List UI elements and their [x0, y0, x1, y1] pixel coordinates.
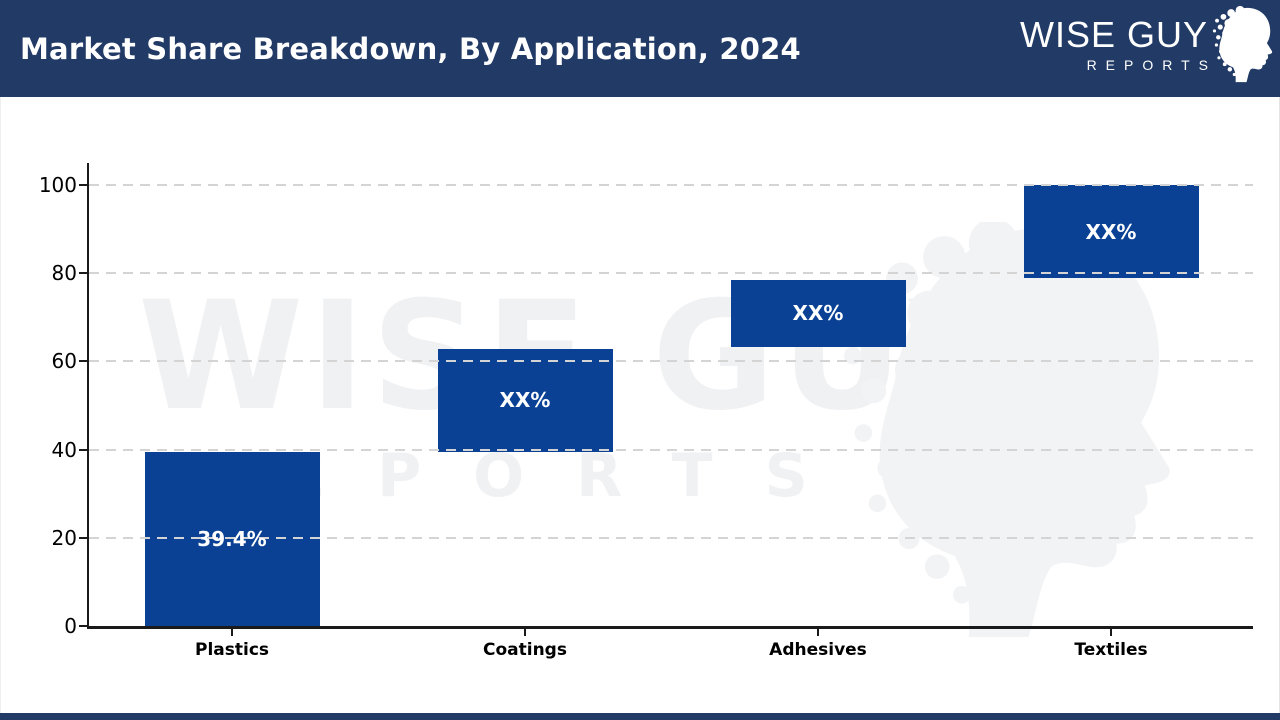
- gridline: [89, 536, 1253, 539]
- chart-title: Market Share Breakdown, By Application, …: [20, 31, 801, 66]
- y-tick-mark: [79, 184, 87, 186]
- y-tick-label: 20: [51, 525, 77, 550]
- x-tick-mark: [231, 628, 233, 636]
- y-tick-label: 0: [64, 614, 77, 638]
- x-category-label: Plastics: [194, 640, 270, 660]
- y-axis-line: [87, 163, 89, 628]
- y-tick-label: 100: [38, 173, 77, 197]
- y-tick-mark: [79, 536, 87, 539]
- x-tick-mark: [1110, 628, 1112, 636]
- x-tick-mark: [524, 628, 526, 636]
- x-category-label: Coatings: [483, 640, 567, 660]
- x-category-label: Adhesives: [769, 640, 867, 660]
- bar-textiles: [1023, 185, 1199, 279]
- y-tick-mark: [79, 625, 87, 627]
- wiseguy-logo: WISE GUY REPORTS: [1020, 6, 1274, 84]
- wiseguy-head-icon: [1210, 6, 1274, 84]
- x-axis-line: [87, 626, 1253, 629]
- bar-value-label: XX%: [499, 388, 551, 413]
- gridline: [89, 272, 1253, 275]
- bar-value-label: XX%: [792, 301, 844, 326]
- y-tick-label: 40: [51, 437, 77, 462]
- bar-adhesives: [730, 279, 906, 347]
- gridline: [89, 184, 1253, 186]
- bar-value-label: XX%: [1085, 219, 1137, 244]
- x-category-label: Textiles: [1074, 640, 1148, 660]
- y-tick-mark: [79, 448, 87, 451]
- y-tick-label: 80: [51, 261, 77, 286]
- bar-coatings: [437, 348, 613, 453]
- y-tick-mark: [79, 272, 87, 275]
- bar-plastics: [144, 452, 320, 626]
- logo-wordmark: WISE GUY: [1019, 14, 1208, 55]
- y-tick-mark: [79, 360, 87, 363]
- gridline: [89, 448, 1253, 451]
- logo-subtext: REPORTS: [1086, 57, 1217, 73]
- bar-value-label: 39.4%: [197, 527, 267, 552]
- y-tick-label: 60: [51, 349, 77, 374]
- header-bar: Market Share Breakdown, By Application, …: [0, 0, 1280, 97]
- x-tick-mark: [817, 628, 819, 636]
- gridline: [89, 360, 1253, 363]
- logo-text: WISE GUY REPORTS: [1019, 14, 1208, 74]
- footer-bar: [0, 713, 1280, 720]
